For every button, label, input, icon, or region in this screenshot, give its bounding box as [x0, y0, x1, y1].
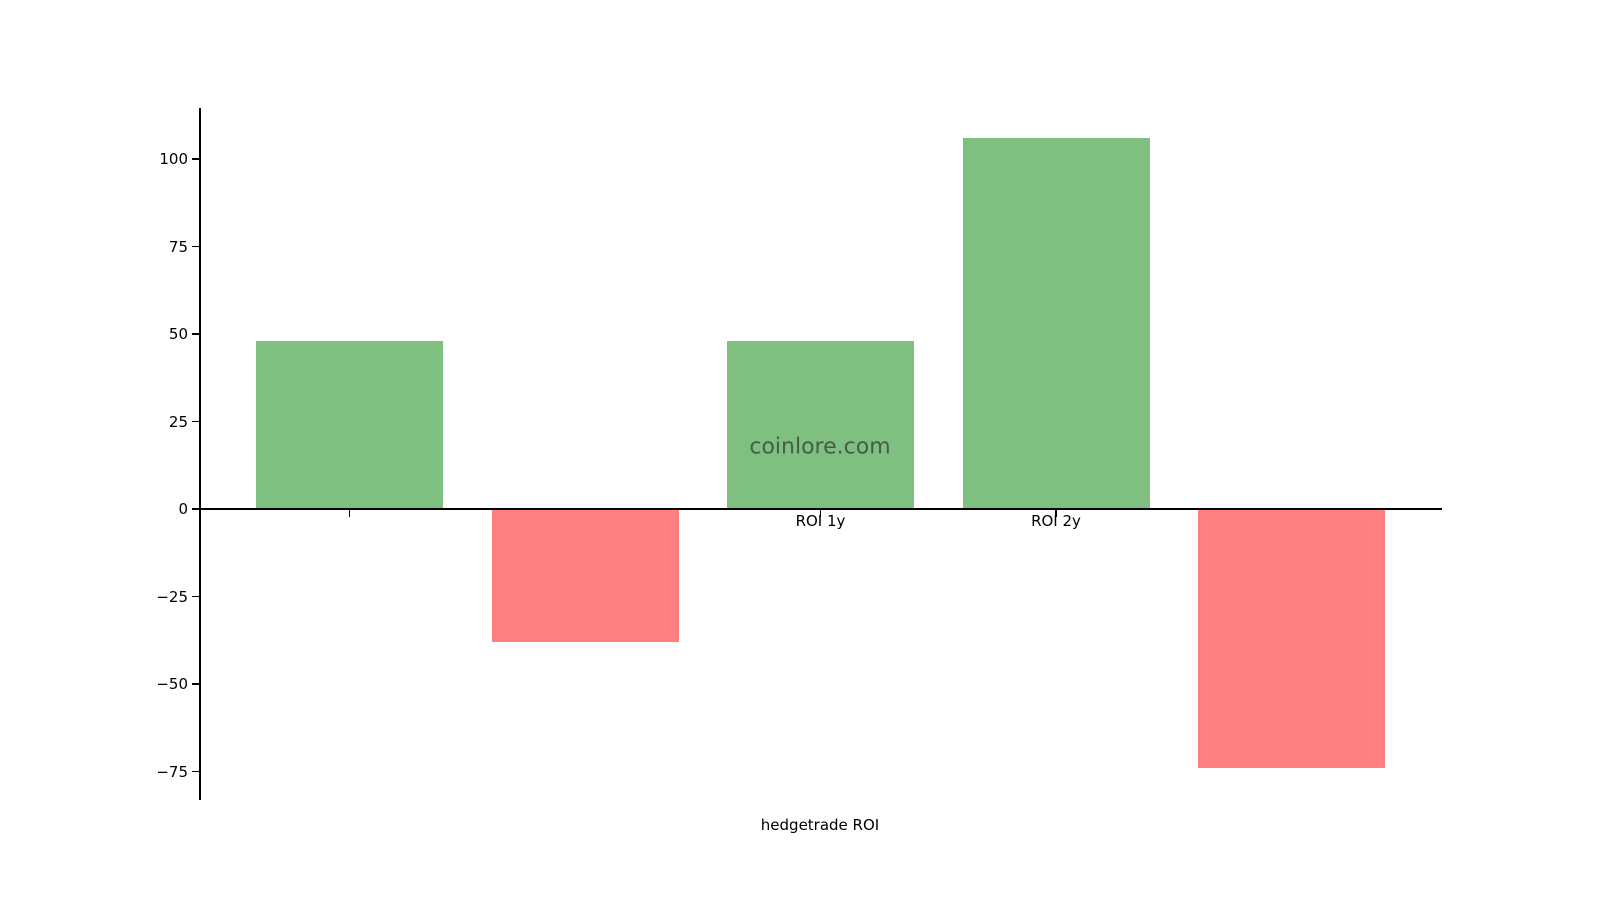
y-tick-label: 50 — [168, 325, 188, 343]
bar-positive — [727, 341, 914, 509]
y-tick-mark — [192, 158, 199, 160]
y-tick-label: 100 — [159, 150, 188, 168]
x-axis-zero-line — [199, 508, 1442, 510]
y-tick-label: −75 — [156, 762, 188, 781]
y-tick-mark — [192, 245, 199, 248]
y-tick-label: 0 — [178, 500, 188, 518]
x-tick-label: ROI 2y — [1031, 512, 1081, 530]
watermark-text: coinlore.com — [749, 434, 891, 460]
x-axis-title: hedgetrade ROI — [760, 816, 880, 834]
x-tick-mark — [819, 509, 822, 517]
y-tick-mark — [192, 770, 199, 773]
y-tick-label: −50 — [156, 675, 188, 693]
y-axis-line — [199, 108, 201, 800]
x-tick-mark — [348, 509, 351, 517]
y-tick-label: 75 — [168, 237, 188, 256]
y-tick-mark — [192, 595, 199, 598]
bar-positive — [962, 138, 1150, 509]
bar-negative — [1198, 509, 1385, 768]
y-tick-label: −25 — [156, 587, 188, 606]
y-tick-mark — [192, 333, 199, 335]
y-tick-mark — [192, 420, 199, 423]
y-tick-mark — [192, 508, 199, 510]
y-tick-mark — [192, 683, 199, 685]
x-tick-mark — [1055, 509, 1057, 517]
y-tick-label: 25 — [168, 412, 188, 431]
bar-positive — [256, 341, 443, 509]
bar-negative — [491, 509, 679, 642]
x-tick-label: ROI 1y — [795, 512, 846, 530]
